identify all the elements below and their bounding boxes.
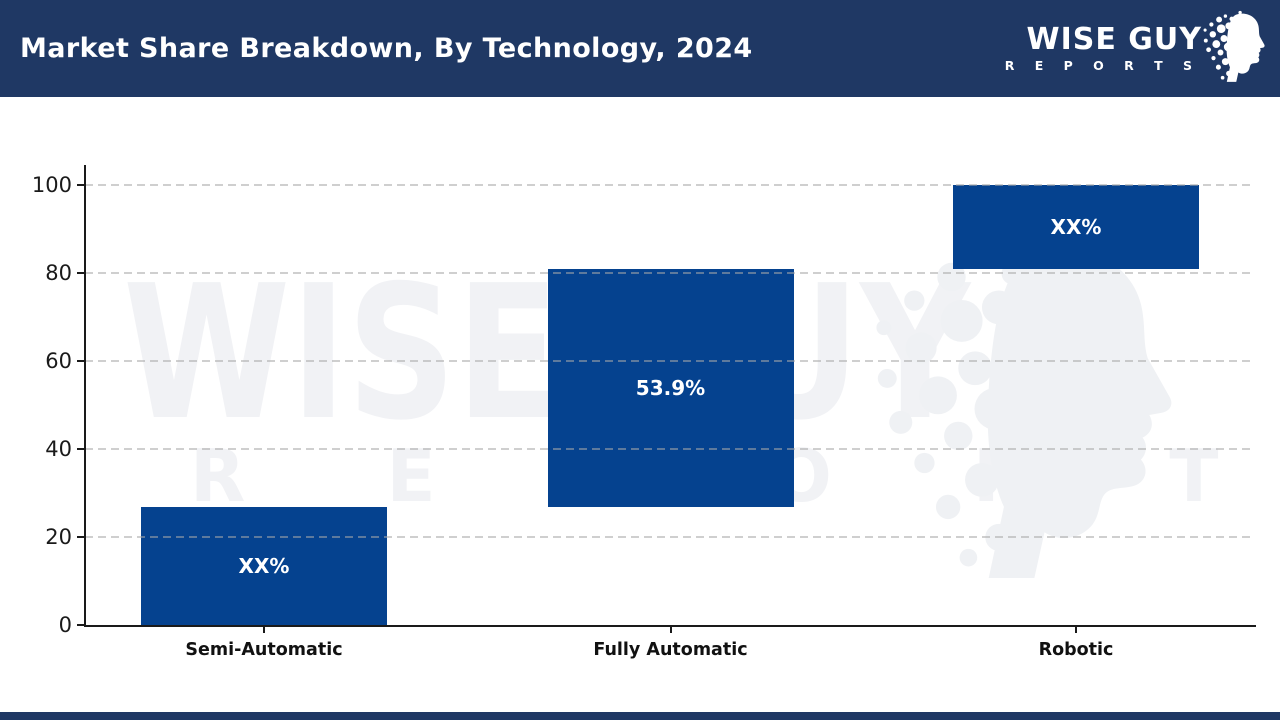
gridline [85, 448, 1255, 450]
y-tick-label: 20 [45, 525, 72, 549]
y-tick-label: 0 [58, 613, 72, 637]
category-label: Robotic [1038, 640, 1114, 660]
category-label: Fully Automatic [593, 640, 748, 660]
y-axis-line [84, 165, 86, 627]
x-tickmark [263, 627, 265, 633]
y-tickmark [77, 448, 84, 450]
bar-value-label: XX% [238, 553, 290, 578]
logo-subtitle: R E P O R T S [1004, 57, 1200, 73]
logo-text: WISE GUY R E P O R T S [1005, 24, 1202, 73]
category-label: Semi-Automatic [185, 640, 343, 660]
y-tick-label: 100 [31, 173, 72, 197]
logo-wordmark: WISE GUY [1026, 22, 1202, 58]
y-tickmark [77, 624, 84, 626]
gridline [85, 360, 1255, 362]
y-tickmark [77, 360, 84, 362]
gridline [85, 184, 1255, 186]
y-tick-label: 60 [45, 349, 72, 373]
bar-semi-automatic [141, 506, 387, 625]
gridline [85, 536, 1255, 538]
x-axis-line [84, 625, 1256, 627]
bar-value-label: XX% [1050, 215, 1102, 240]
y-tickmark [77, 272, 84, 274]
x-tickmark [669, 627, 672, 633]
gridline [85, 272, 1255, 274]
footer-bar [0, 712, 1280, 720]
y-tickmark [77, 184, 84, 186]
bar-robotic [953, 185, 1199, 270]
y-tickmark [77, 536, 84, 538]
header: Market Share Breakdown, By Technology, 2… [0, 0, 1280, 97]
y-tick-label: 40 [45, 437, 72, 461]
chart-title: Market Share Breakdown, By Technology, 2… [20, 33, 753, 64]
bar-value-label: 53.9% [635, 376, 706, 401]
bar-fully-automatic [547, 269, 794, 507]
x-tickmark [1075, 627, 1077, 633]
watermark-wordmark: WISE GUY [123, 245, 971, 461]
brand-logo: WISE GUY R E P O R T S [1005, 7, 1266, 91]
y-tick-label: 80 [45, 261, 72, 285]
